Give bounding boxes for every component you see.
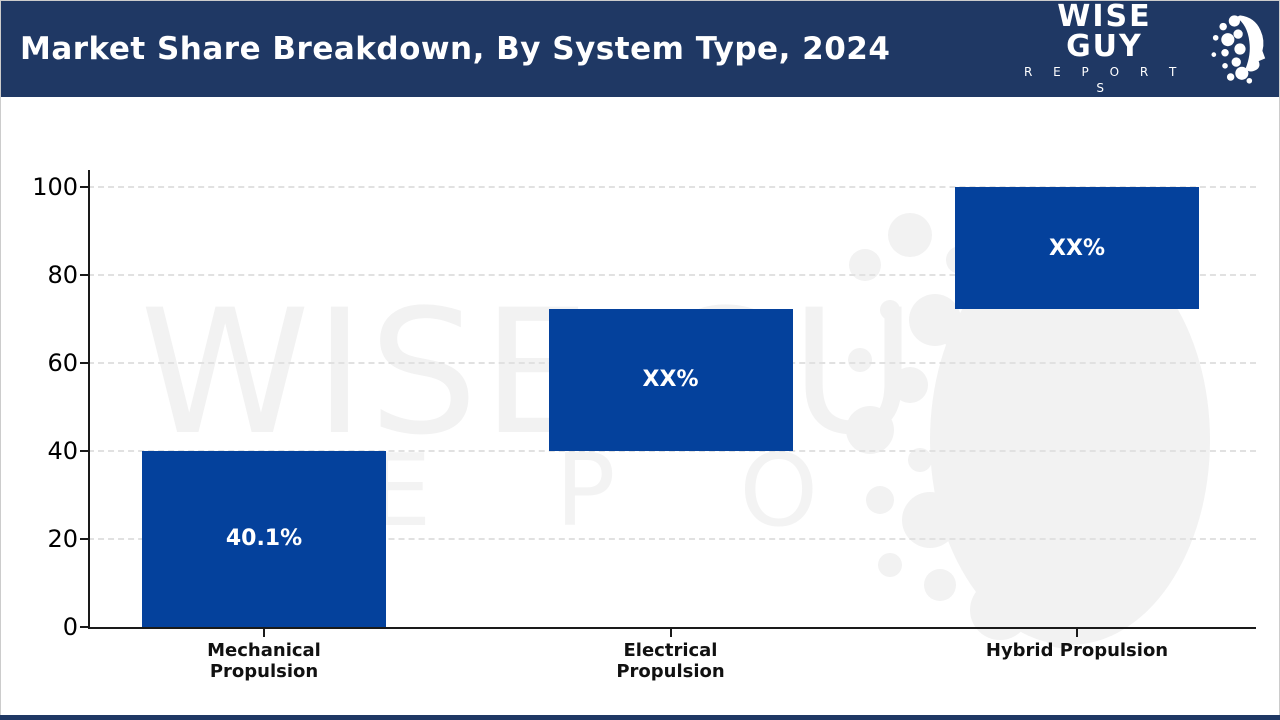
y-axis-line (88, 170, 90, 629)
gridline (88, 450, 1256, 452)
x-category-label: Mechanical Propulsion (207, 640, 321, 682)
gridline (88, 186, 1256, 188)
y-tick-label: 80 (47, 261, 78, 289)
y-tick-mark (80, 274, 88, 276)
brand-logo-face-icon (1211, 15, 1266, 84)
x-tick-mark (669, 629, 672, 637)
x-category-label: Electrical Propulsion (616, 640, 725, 682)
y-tick-label: 0 (62, 613, 78, 641)
brand-logo-subname: R E P O R T S (1024, 65, 1185, 95)
x-axis-line (88, 627, 1256, 629)
bar-value-label: XX% (1049, 235, 1105, 261)
bar-value-label: XX% (642, 367, 699, 393)
bar: XX% (955, 187, 1199, 310)
y-tick-mark (80, 538, 88, 540)
chart-title: Market Share Breakdown, By System Type, … (20, 30, 891, 67)
y-tick-mark (80, 626, 88, 628)
gridline (88, 274, 1256, 276)
brand-logo: WISE GUY R E P O R T S (1016, 2, 1266, 95)
y-tick-label: 40 (47, 437, 78, 465)
bar: XX% (548, 309, 793, 451)
y-tick-label: 60 (47, 349, 78, 377)
x-category-label: Hybrid Propulsion (985, 640, 1169, 661)
x-tick-mark (1076, 629, 1078, 637)
y-tick-mark (80, 450, 88, 452)
bar-value-label: 40.1% (225, 526, 303, 552)
gridline (88, 538, 1256, 540)
header-band: Market Share Breakdown, By System Type, … (0, 0, 1280, 97)
y-tick-label: 100 (32, 173, 78, 201)
bar: 40.1% (142, 450, 386, 627)
footer-accent-bar (0, 715, 1280, 720)
y-tick-mark (80, 362, 88, 364)
x-tick-mark (263, 629, 265, 637)
y-tick-mark (80, 186, 88, 188)
brand-logo-name: WISE GUY (1057, 0, 1152, 64)
y-tick-label: 20 (47, 525, 78, 553)
brand-logo-text: WISE GUY R E P O R T S (1016, 2, 1193, 96)
